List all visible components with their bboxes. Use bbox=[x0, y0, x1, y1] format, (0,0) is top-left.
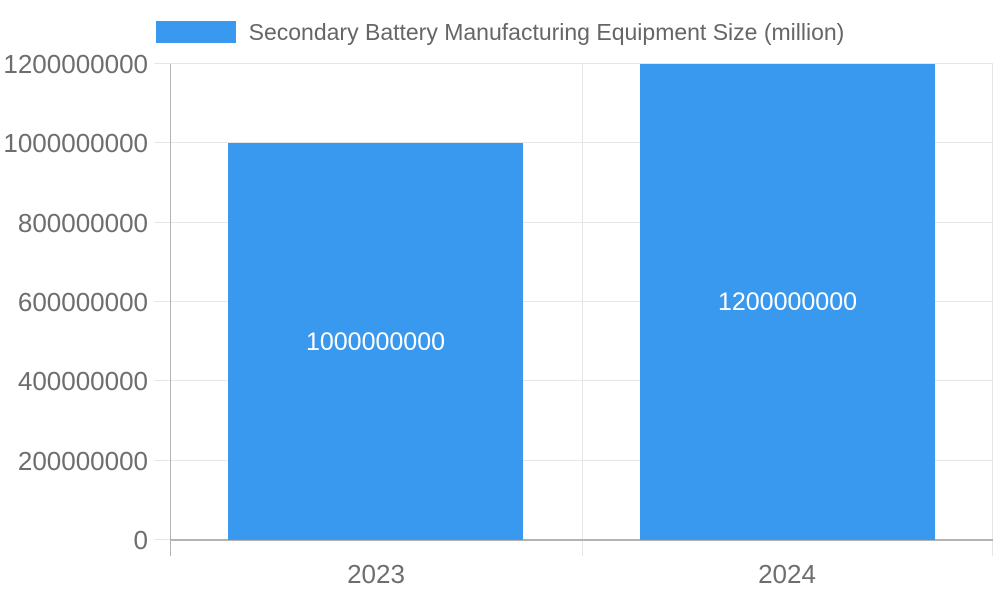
bar-2024[interactable]: 1200000000 bbox=[640, 64, 935, 540]
y-tick-label: 0 bbox=[133, 525, 148, 555]
y-tick-label: 600000000 bbox=[17, 287, 148, 317]
bar-value-label: 1000000000 bbox=[305, 328, 446, 356]
y-axis-tick bbox=[154, 539, 170, 540]
chart-legend[interactable]: Secondary Battery Manufacturing Equipmen… bbox=[0, 18, 1000, 46]
y-axis-tick bbox=[154, 222, 170, 223]
x-tick-label: 2023 bbox=[347, 559, 405, 589]
y-axis-line bbox=[170, 64, 171, 556]
bar-2023[interactable]: 1000000000 bbox=[228, 143, 523, 540]
y-tick-label: 400000000 bbox=[17, 366, 148, 396]
legend-series-title: Secondary Battery Manufacturing Equipmen… bbox=[248, 18, 845, 45]
y-tick-label: 200000000 bbox=[17, 446, 148, 476]
y-tick-label: 1200000000 bbox=[3, 49, 148, 79]
plot-area: 0 200000000 400000000 600000000 800000000 100… bbox=[3, 49, 993, 589]
x-grid-line bbox=[992, 64, 993, 556]
y-axis-tick bbox=[154, 460, 170, 461]
x-grid-line bbox=[582, 64, 583, 556]
bar-value-label: 1200000000 bbox=[717, 288, 858, 316]
legend-swatch-icon bbox=[155, 21, 236, 43]
y-axis-tick bbox=[154, 142, 170, 143]
y-tick-label: 800000000 bbox=[17, 208, 148, 238]
y-axis-tick bbox=[154, 63, 170, 64]
y-tick-label: 1000000000 bbox=[3, 128, 148, 158]
y-axis-tick bbox=[154, 380, 170, 381]
y-axis-tick bbox=[154, 301, 170, 302]
x-tick-label: 2024 bbox=[758, 559, 816, 589]
